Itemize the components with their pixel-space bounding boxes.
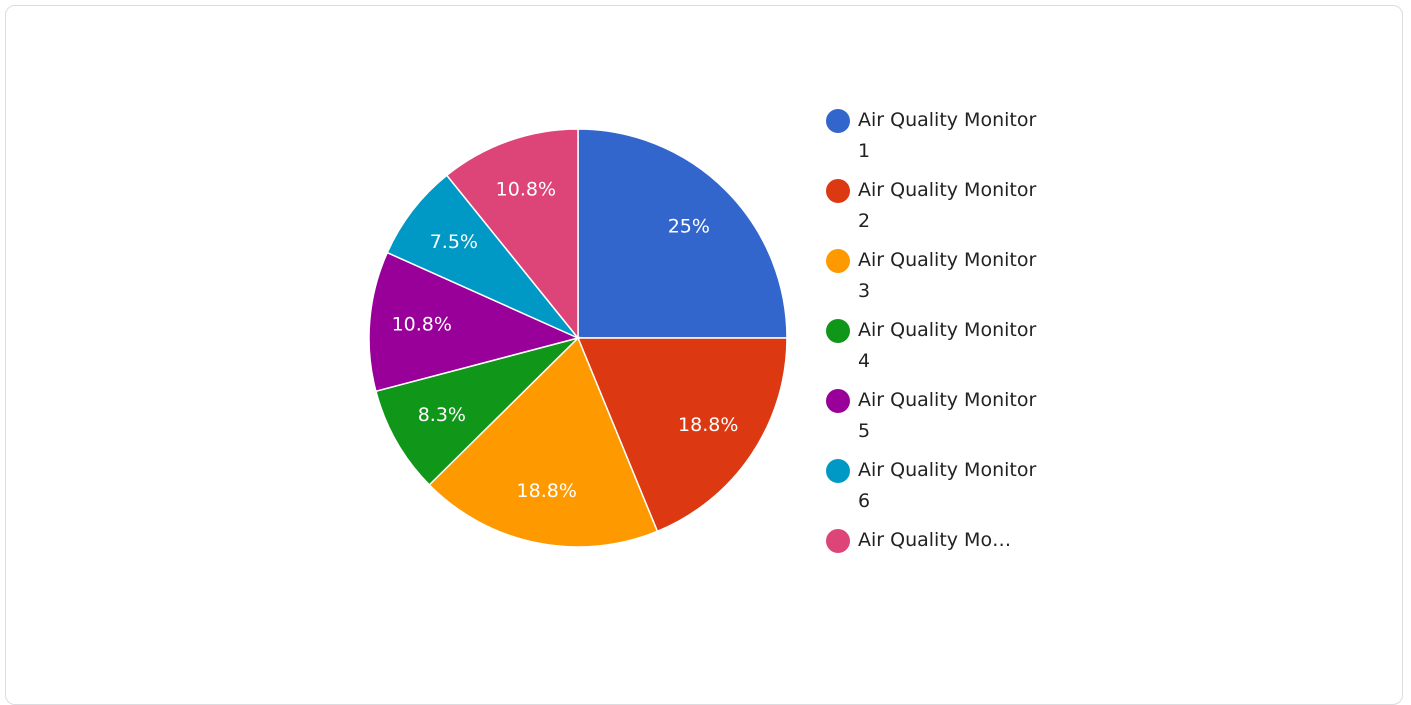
pie-slice xyxy=(445,128,579,341)
slice-label: 10.8% xyxy=(392,314,452,336)
pie-slice xyxy=(576,337,788,533)
legend-item: Air Quality Monitor 2 xyxy=(826,175,1038,237)
slice-label: 7.5% xyxy=(430,231,478,253)
pie-slice xyxy=(577,128,788,339)
legend-label: Air Quality Monitor 4 xyxy=(858,319,1037,372)
legend-item: Air Quality Mo… xyxy=(826,525,1038,556)
pie-slice xyxy=(368,251,581,393)
slice-label: 18.8% xyxy=(678,414,738,436)
legend-item: Air Quality Monitor 6 xyxy=(826,455,1038,517)
pie-slice xyxy=(374,336,581,486)
legend-item: Air Quality Monitor 3 xyxy=(826,245,1038,307)
legend-label: Air Quality Monitor 6 xyxy=(858,459,1037,512)
legend-label: Air Quality Monitor 1 xyxy=(858,109,1037,162)
slice-label: 10.8% xyxy=(496,179,556,201)
legend-label: Air Quality Monitor 2 xyxy=(858,179,1037,232)
legend-swatch xyxy=(826,319,850,343)
pie-slice xyxy=(386,174,579,339)
legend-label: Air Quality Monitor 5 xyxy=(858,389,1037,442)
legend-item: Air Quality Monitor 1 xyxy=(826,105,1038,167)
slice-label: 25% xyxy=(668,216,710,238)
slice-label: 8.3% xyxy=(418,404,466,426)
legend-swatch xyxy=(826,459,850,483)
pie-slice xyxy=(428,336,659,548)
legend-swatch xyxy=(826,389,850,413)
slice-label: 18.8% xyxy=(517,480,577,502)
legend-label: Air Quality Mo… xyxy=(858,529,1012,551)
legend-swatch xyxy=(826,109,850,133)
legend-swatch xyxy=(826,529,850,553)
legend-swatch xyxy=(826,249,850,273)
legend-item: Air Quality Monitor 5 xyxy=(826,385,1038,447)
chart: 25% 18.8% 18.8% 8.3% 10.8% 7.5% 10.8% xyxy=(368,128,788,548)
legend-swatch xyxy=(826,179,850,203)
legend-label: Air Quality Monitor 3 xyxy=(858,249,1037,302)
legend-item: Air Quality Monitor 4 xyxy=(826,315,1038,377)
